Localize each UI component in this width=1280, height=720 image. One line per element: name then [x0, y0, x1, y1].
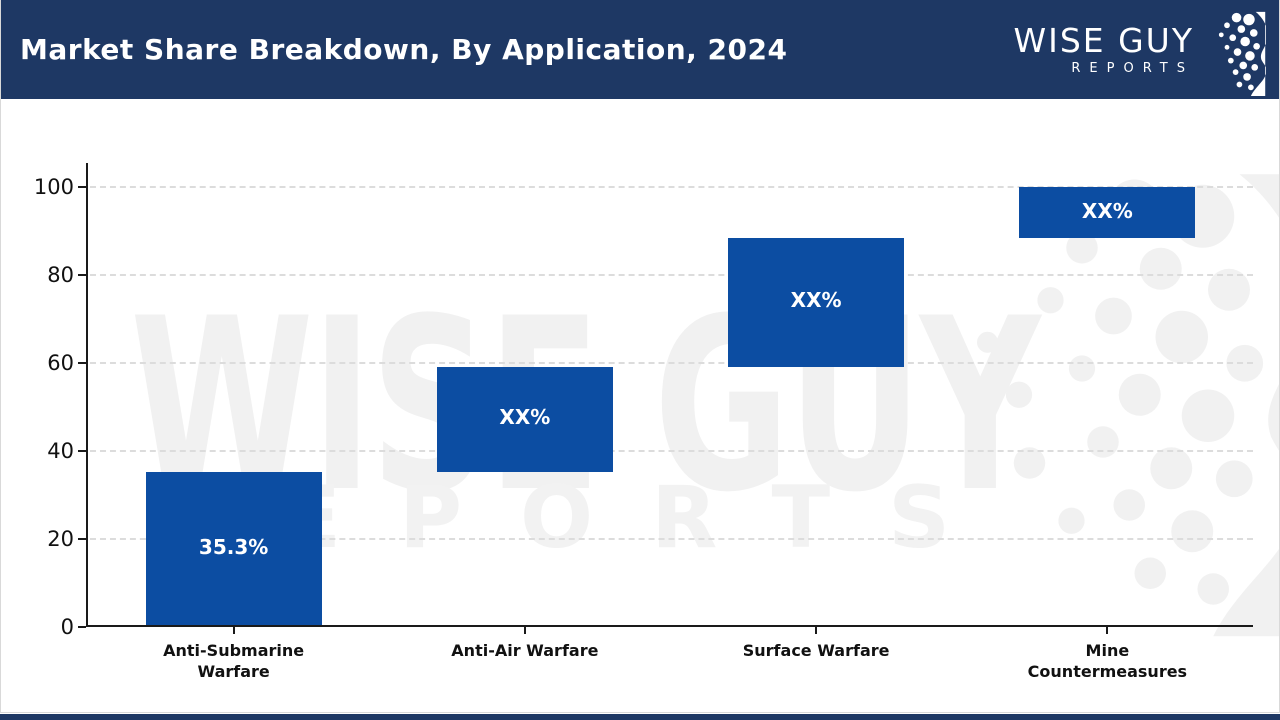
y-axis-label-0: 0 — [60, 615, 74, 639]
y-axis-label-20: 20 — [47, 527, 74, 551]
y-axis-tick-20 — [78, 538, 86, 540]
x-axis-tick-3 — [1106, 627, 1109, 634]
bar-value-label: XX% — [499, 405, 551, 430]
gridline-80 — [90, 274, 1253, 276]
x-axis-tick-1 — [523, 627, 526, 634]
logo-head-icon — [1218, 11, 1266, 96]
gridline-100 — [90, 186, 1253, 188]
header-bar: Market Share Breakdown, By Application, … — [0, 0, 1280, 99]
category-label-3: Mine Countermeasures — [1027, 641, 1188, 681]
x-axis-tick-2 — [815, 627, 818, 634]
logo-subtitle: REPORTS — [1071, 61, 1194, 76]
bar-anti-air-warfare: XX% — [436, 366, 613, 472]
y-axis-label-100: 100 — [33, 175, 74, 199]
y-axis-tick-80 — [78, 274, 86, 276]
x-axis-tick-0 — [232, 627, 235, 634]
y-axis-label-80: 80 — [47, 263, 74, 287]
bar-mine-countermeasures: XX% — [1019, 187, 1196, 239]
y-axis-tick-100 — [78, 186, 86, 188]
y-axis-tick-60 — [78, 362, 86, 364]
category-label-1: Anti-Air Warfare — [451, 641, 599, 660]
bar-anti-submarine-warfare: 35.3% — [145, 471, 322, 627]
bar-value-label: 35.3% — [198, 535, 269, 560]
footer-bar — [0, 714, 1280, 720]
bar-value-label: XX% — [1081, 198, 1133, 223]
logo-text: WISE GUY REPORTS — [1013, 24, 1194, 78]
gridline-20 — [90, 538, 1253, 540]
y-axis-tick-40 — [78, 450, 86, 452]
bar-value-label: XX% — [790, 288, 842, 313]
logo-wordmark: WISE GUY — [1013, 21, 1194, 60]
y-axis-label-40: 40 — [47, 439, 74, 463]
x-axis-line — [86, 625, 1253, 627]
gridline-60 — [90, 362, 1253, 364]
gridline-40 — [90, 450, 1253, 452]
category-label-2: Surface Warfare — [742, 641, 890, 660]
page-title: Market Share Breakdown, By Application, … — [20, 33, 788, 66]
y-axis-tick-0 — [78, 626, 86, 628]
category-label-0: Anti-Submarine Warfare — [163, 641, 305, 681]
bar-surface-warfare: XX% — [728, 238, 905, 367]
y-axis-label-60: 60 — [47, 351, 74, 375]
wise-guy-logo: WISE GUY REPORTS — [1012, 6, 1266, 96]
y-axis-line — [86, 163, 88, 627]
